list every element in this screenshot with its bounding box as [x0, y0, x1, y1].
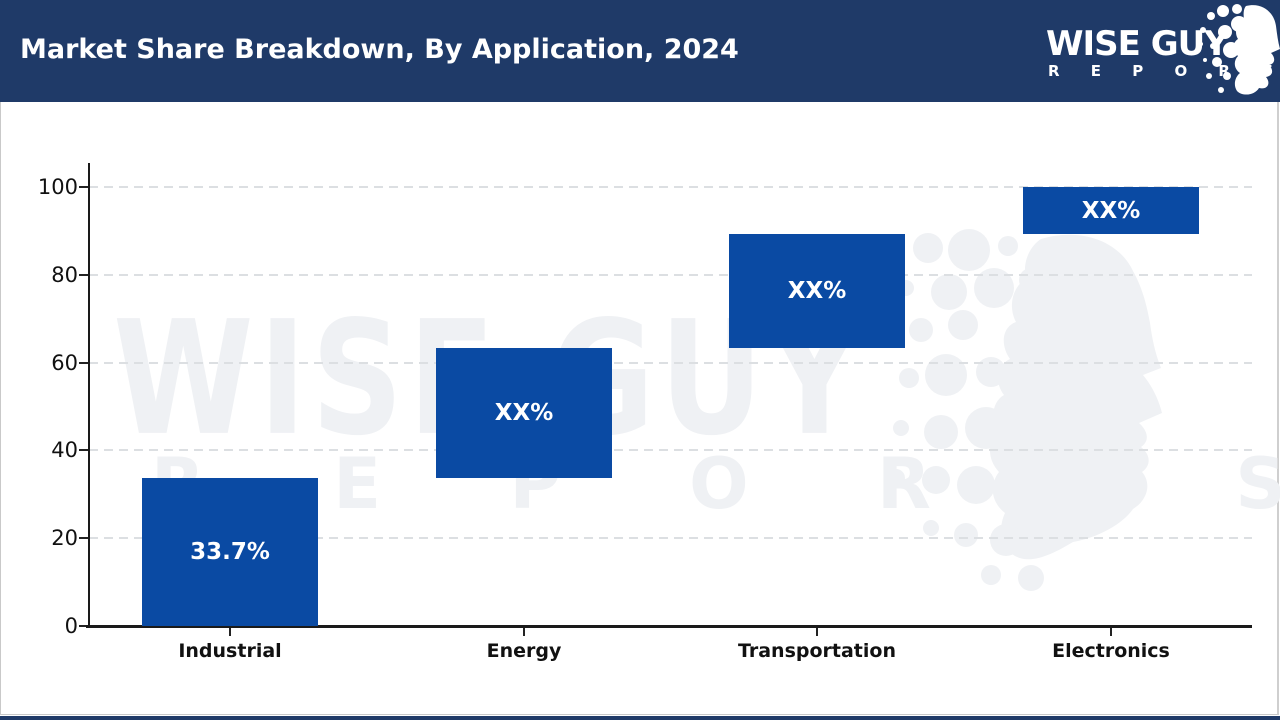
y-tick-label: 40 [51, 438, 78, 463]
watermark-face-icon [887, 229, 1162, 591]
x-tick-mark [1110, 628, 1112, 636]
x-axis-line [86, 625, 1252, 628]
header-bar: Market Share Breakdown, By Application, … [0, 0, 1280, 102]
y-tick-mark [79, 449, 88, 452]
y-tick-mark [79, 186, 88, 188]
y-tick-mark [79, 625, 88, 627]
bar-value-label: XX% [494, 400, 554, 427]
logo-subtext: R E P O R T S [1048, 62, 1280, 80]
gridline [89, 186, 1252, 188]
gridline [89, 449, 1252, 452]
bar-energy [436, 348, 612, 479]
footer-bar [0, 716, 1280, 720]
x-category-label: Electronics [1052, 640, 1170, 662]
gridline [89, 537, 1252, 540]
bar-value-label: XX% [1081, 197, 1141, 224]
x-category-label: Industrial [178, 640, 282, 662]
page-title: Market Share Breakdown, By Application, … [20, 34, 739, 65]
x-category-label: Energy [486, 640, 562, 662]
y-tick-label: 0 [64, 614, 78, 638]
gridline [89, 273, 1252, 276]
y-axis-line [88, 163, 90, 628]
bar-electronics [1023, 187, 1199, 235]
logo-face-icon [1199, 4, 1280, 95]
x-tick-mark [816, 628, 818, 636]
y-tick-mark [79, 273, 88, 276]
y-tick-mark [79, 361, 88, 364]
logo-wordmark: WISE GUY [1046, 24, 1229, 64]
bar-industrial [142, 478, 318, 626]
x-tick-mark [523, 628, 525, 636]
bar-value-label: XX% [787, 278, 847, 305]
bar-transportation [729, 234, 905, 349]
bar-value-label: 33.7% [190, 539, 270, 566]
y-tick-label: 100 [37, 175, 78, 199]
gridline [89, 361, 1252, 364]
y-tick-label: 60 [51, 350, 78, 375]
x-tick-mark [229, 628, 231, 636]
y-tick-label: 80 [51, 262, 78, 287]
y-tick-mark [79, 537, 88, 540]
y-tick-label: 20 [51, 526, 78, 551]
x-category-label: Transportation [737, 640, 896, 662]
